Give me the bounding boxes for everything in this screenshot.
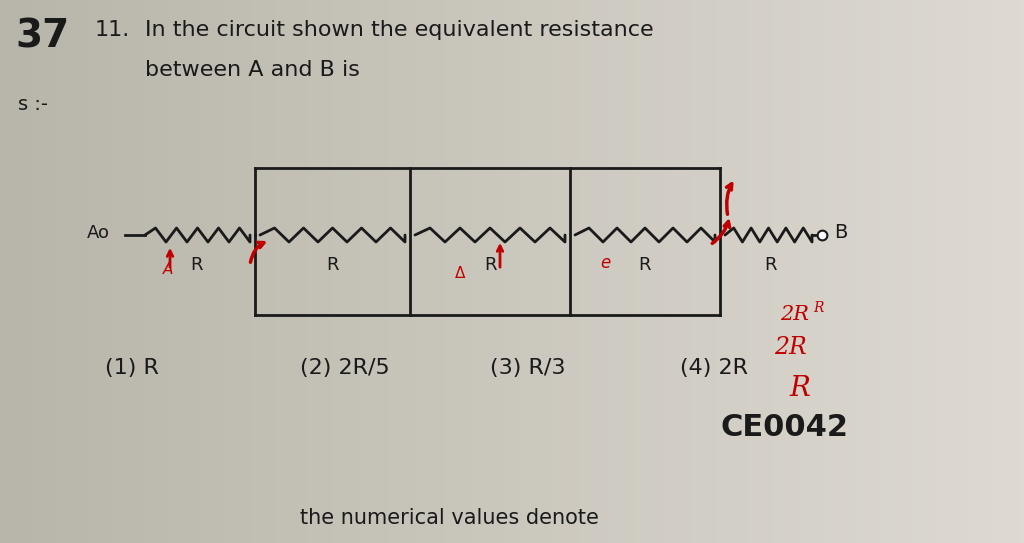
Text: R: R <box>790 375 810 401</box>
Text: 11.: 11. <box>95 20 130 40</box>
Text: 2R: 2R <box>780 306 810 325</box>
Text: 2R: 2R <box>773 337 806 359</box>
Text: (2) 2R/5: (2) 2R/5 <box>300 358 390 378</box>
Text: Ao: Ao <box>87 224 110 242</box>
Text: R: R <box>190 256 203 274</box>
Text: (1) R: (1) R <box>105 358 159 378</box>
Text: 37: 37 <box>15 18 70 56</box>
Text: B: B <box>834 224 848 243</box>
Text: A: A <box>163 262 173 277</box>
Text: R: R <box>483 256 497 274</box>
Text: R: R <box>326 256 338 274</box>
Text: R: R <box>813 301 823 315</box>
Text: the numerical values denote: the numerical values denote <box>300 508 599 528</box>
Text: R: R <box>639 256 651 274</box>
Text: CE0042: CE0042 <box>720 414 848 443</box>
Text: e: e <box>600 254 610 272</box>
Text: (4) 2R: (4) 2R <box>680 358 748 378</box>
Text: Δ: Δ <box>455 266 465 281</box>
Text: between A and B is: between A and B is <box>145 60 359 80</box>
Text: s :-: s :- <box>18 95 48 114</box>
Text: (3) R/3: (3) R/3 <box>490 358 565 378</box>
Text: R: R <box>764 256 776 274</box>
Text: In the circuit shown the equivalent resistance: In the circuit shown the equivalent resi… <box>145 20 653 40</box>
